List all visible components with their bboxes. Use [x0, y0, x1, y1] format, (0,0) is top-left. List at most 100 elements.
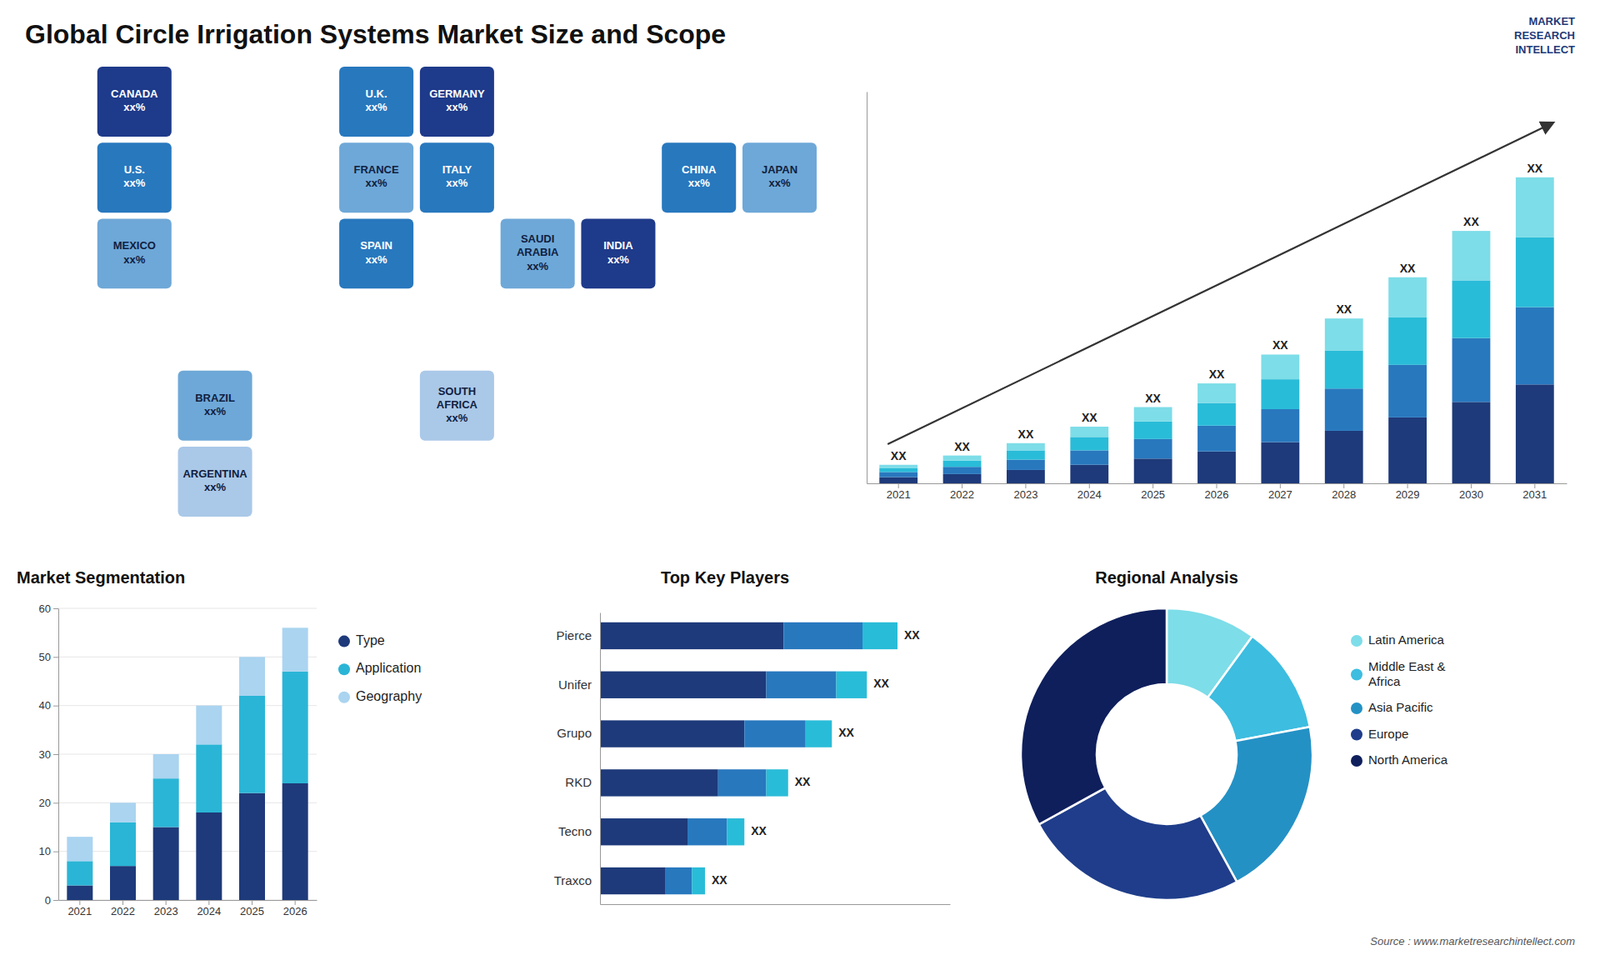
map-region: ARGENTINAxx%	[178, 446, 253, 517]
map-tile	[97, 218, 172, 289]
bar	[282, 627, 309, 672]
data-label: XX	[1526, 161, 1543, 175]
bar	[1197, 425, 1236, 452]
bar	[1006, 470, 1045, 484]
text-line: JAPAN	[761, 163, 798, 176]
text-line: xx%	[123, 177, 145, 190]
map-region: GERMANYxx%	[420, 66, 495, 137]
data-label: XX	[954, 440, 970, 454]
data-label: XX	[750, 824, 767, 838]
y-axis: PierceUniferGrupoRKDTecnoTraxco	[554, 613, 601, 905]
text-line: RESEARCH	[1514, 29, 1575, 42]
y-axis	[866, 92, 868, 485]
bar	[1260, 409, 1300, 443]
grid-line	[58, 900, 317, 901]
text-line: xx%	[123, 101, 145, 115]
tick: 40	[39, 699, 59, 712]
legend-item: Latin America	[1350, 632, 1445, 647]
legend-item: Type	[338, 633, 385, 648]
map-tile	[178, 370, 253, 441]
bar	[726, 818, 745, 845]
tick-mark	[53, 656, 59, 658]
map-region: CANADAxx%	[97, 66, 172, 137]
legend-label: Middle East &Africa	[1368, 658, 1446, 688]
legend: TypeApplicationGeography	[338, 633, 422, 704]
bar	[718, 769, 767, 796]
tick-label: 2026	[283, 905, 308, 918]
bar	[153, 827, 180, 901]
text-line: BRAZIL	[195, 391, 235, 405]
bar	[1070, 426, 1109, 437]
legend-label: Europe	[1368, 725, 1409, 740]
bar	[1197, 403, 1236, 426]
text-line: ITALY	[442, 163, 473, 176]
grid-line	[58, 705, 317, 706]
tick-label: Grupo	[556, 725, 592, 740]
bar	[600, 720, 745, 747]
text-line: xx%	[688, 177, 710, 190]
bar	[1006, 443, 1045, 451]
map-label: BRAZILxx%	[195, 391, 235, 418]
tick-label: 2025	[1140, 488, 1165, 501]
bar	[600, 671, 767, 699]
map-tile	[97, 142, 172, 213]
bar	[1260, 354, 1300, 380]
bar	[943, 460, 982, 467]
bar	[836, 671, 868, 699]
tick-label: 50	[39, 650, 51, 664]
bar	[879, 465, 918, 469]
tick-label: RKD	[565, 775, 592, 790]
text-line: xx%	[445, 412, 468, 425]
bar	[766, 671, 837, 699]
map-label: CANADAxx%	[110, 87, 159, 114]
bar	[1452, 338, 1491, 403]
text-line: INDIA	[603, 240, 634, 253]
grid-line	[58, 608, 317, 610]
tick-label: 2030	[1459, 488, 1484, 501]
bar	[862, 622, 898, 650]
tick: 2021	[67, 900, 92, 918]
legend-swatch	[1350, 755, 1363, 767]
map-label: ARGENTINAxx%	[182, 467, 248, 494]
bar	[1197, 383, 1236, 403]
bar	[943, 466, 982, 475]
legend-label: Latin America	[1368, 632, 1445, 647]
map-tile	[420, 370, 495, 441]
tick-label: Traxco	[554, 873, 592, 888]
map-region: BRAZILxx%	[178, 370, 253, 441]
tick-label: 60	[39, 602, 51, 615]
text-line: xx%	[445, 177, 468, 190]
bars	[66, 627, 308, 900]
slice	[1207, 635, 1310, 741]
bar	[1388, 277, 1427, 318]
tick-label: Pierce	[555, 628, 592, 643]
bar	[1197, 451, 1236, 484]
legend-swatch	[338, 635, 350, 648]
bars	[600, 622, 898, 895]
tick-mark	[79, 900, 80, 905]
trend-arrow	[887, 123, 1553, 445]
bar	[784, 622, 864, 650]
map-label: SOUTHAFRICAxx%	[436, 385, 479, 425]
tick-mark	[53, 802, 59, 804]
tick-mark	[1470, 483, 1472, 489]
tick: Pierce	[555, 628, 600, 643]
bar	[1006, 460, 1045, 470]
grid-line	[58, 802, 317, 804]
map: CANADAxx%U.S.xx%MEXICOxx%BRAZILxx%ARGENT…	[97, 66, 817, 517]
bar	[600, 867, 666, 895]
text-line: U.S.	[124, 163, 145, 176]
bar	[110, 865, 136, 900]
text-line: SAUDI	[520, 233, 555, 246]
tick: 2028	[1331, 483, 1356, 501]
axis-line	[600, 904, 951, 905]
map-region: U.S.xx%	[97, 142, 172, 213]
legend-swatch	[1350, 702, 1363, 715]
x-axis: 2021202220232024202520262027202820292030…	[867, 483, 1568, 501]
bar	[1388, 365, 1427, 418]
bar	[1325, 430, 1364, 484]
tick: 2027	[1268, 483, 1293, 501]
map-region: U.K.xx%	[339, 66, 414, 137]
tick: 2023	[1013, 483, 1038, 501]
map-tile	[420, 66, 495, 137]
